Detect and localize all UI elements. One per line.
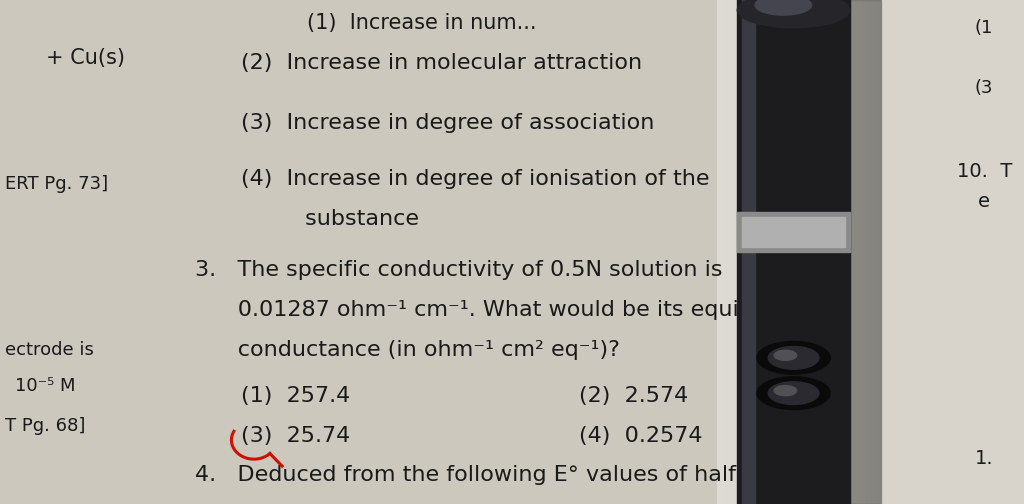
Text: (4)  0.2574: (4) 0.2574 — [579, 426, 702, 446]
Text: T Pg. 68]: T Pg. 68] — [5, 417, 85, 435]
Text: (2)  Increase in molecular attraction: (2) Increase in molecular attraction — [241, 53, 642, 73]
Bar — [737, 212, 850, 252]
Text: (1: (1 — [975, 19, 993, 37]
Ellipse shape — [774, 350, 797, 360]
Ellipse shape — [768, 347, 819, 369]
Bar — [742, 0, 755, 504]
Text: (3: (3 — [975, 79, 993, 97]
Ellipse shape — [757, 342, 830, 374]
Text: (1)  257.4: (1) 257.4 — [241, 386, 350, 406]
Text: (3)  25.74: (3) 25.74 — [241, 426, 350, 446]
Text: (1)  Increase in num...: (1) Increase in num... — [307, 13, 537, 33]
Text: substance: substance — [241, 209, 419, 229]
Ellipse shape — [737, 0, 850, 28]
Text: 3.   The specific conductivity of 0.5N solution is: 3. The specific conductivity of 0.5N sol… — [195, 260, 722, 280]
Ellipse shape — [774, 386, 797, 396]
Text: ectrode is: ectrode is — [5, 341, 94, 359]
Ellipse shape — [768, 382, 819, 404]
Text: 4.   Deduced from the following E° values of half cells: 4. Deduced from the following E° values … — [195, 465, 793, 485]
Text: (2)  2.574: (2) 2.574 — [579, 386, 688, 406]
Bar — [737, 0, 850, 504]
Ellipse shape — [757, 377, 830, 409]
Text: 10.  T: 10. T — [957, 162, 1013, 181]
Bar — [742, 217, 845, 247]
Text: ERT Pg. 73]: ERT Pg. 73] — [5, 175, 109, 193]
Text: 0.01287 ohm⁻¹ cm⁻¹. What would be its equivalent: 0.01287 ohm⁻¹ cm⁻¹. What would be its eq… — [195, 300, 808, 320]
Ellipse shape — [756, 0, 811, 15]
Text: 10⁻⁵ M: 10⁻⁵ M — [15, 376, 76, 395]
Text: (3)  Increase in degree of association: (3) Increase in degree of association — [241, 113, 654, 134]
Text: e: e — [978, 192, 990, 211]
Bar — [850, 0, 881, 504]
Text: conductance (in ohm⁻¹ cm² eq⁻¹)?: conductance (in ohm⁻¹ cm² eq⁻¹)? — [195, 340, 620, 360]
Text: 1.: 1. — [975, 449, 993, 468]
Text: + Cu(s): + Cu(s) — [46, 48, 125, 68]
Text: (4)  Increase in degree of ionisation of the: (4) Increase in degree of ionisation of … — [241, 169, 710, 189]
